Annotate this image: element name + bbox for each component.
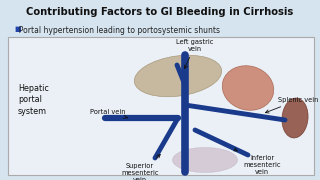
Text: Inferior
mesenteric
vein: Inferior mesenteric vein xyxy=(234,148,281,175)
Text: Hepatic
portal
system: Hepatic portal system xyxy=(18,84,49,116)
Text: Portal hypertension leading to portosystemic shunts: Portal hypertension leading to portosyst… xyxy=(14,26,220,35)
Text: Splenic vein: Splenic vein xyxy=(266,97,318,113)
Text: Portal vein: Portal vein xyxy=(90,109,127,118)
Ellipse shape xyxy=(282,98,308,138)
FancyBboxPatch shape xyxy=(8,37,314,175)
Text: Superior
mesenteric
vein: Superior mesenteric vein xyxy=(121,154,160,180)
Ellipse shape xyxy=(222,66,274,110)
Text: Left gastric
vein: Left gastric vein xyxy=(176,39,214,69)
Ellipse shape xyxy=(134,55,222,97)
Text: ■: ■ xyxy=(14,26,20,32)
Text: Contributing Factors to GI Bleeding in Cirrhosis: Contributing Factors to GI Bleeding in C… xyxy=(26,7,294,17)
Ellipse shape xyxy=(172,147,237,172)
